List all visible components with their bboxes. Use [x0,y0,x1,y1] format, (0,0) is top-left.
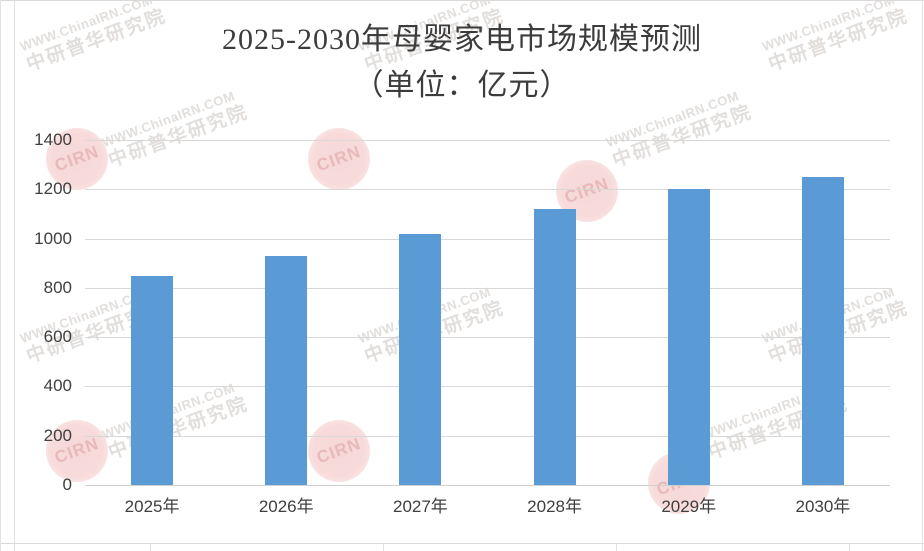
x-axis-tick-label: 2025年 [124,497,180,516]
chart-title: 2025-2030年母婴家电市场规模预测 [222,23,702,56]
x-axis-tick-label: 2027年 [392,497,448,516]
bar-series [85,140,890,485]
x-axis-tick-label: 2028年 [527,497,582,516]
gridline [85,337,890,339]
x-axis-tick-label: 2029年 [661,497,717,516]
y-axis-tick-label: 1200 [34,179,72,199]
gridline [85,287,890,289]
y-axis-tick-label: 800 [43,277,72,297]
y-axis-tick-label: 200 [43,425,72,445]
y-axis-tick-label: 600 [43,327,72,347]
x-axis-tick-label: 2026年 [258,497,314,516]
bar [131,275,174,485]
bar [265,255,308,485]
gridline [85,189,890,191]
y-axis-tick-label: 1400 [34,130,72,149]
bar [667,189,710,485]
chart-subtitle: （单位：亿元） [353,69,571,102]
y-axis-tick-label: 400 [43,376,72,396]
gridline [85,485,890,486]
gridline [85,238,890,240]
bar [801,176,844,485]
x-axis-tick-label: 2030年 [795,497,851,516]
x-axis-labels: 2025年 2026年 2027年 2028年 2029年 2030年 [85,492,890,522]
gridline [85,435,890,437]
gridline [85,140,890,141]
y-axis-tick-label: 0 [62,475,72,494]
y-axis-labels: 1400 1200 1000 800 600 400 200 0 [0,130,72,494]
y-axis-tick-label: 1000 [34,228,72,248]
plot-area [85,140,890,486]
bar [399,233,442,485]
gridline [85,386,890,388]
bar [533,209,576,485]
